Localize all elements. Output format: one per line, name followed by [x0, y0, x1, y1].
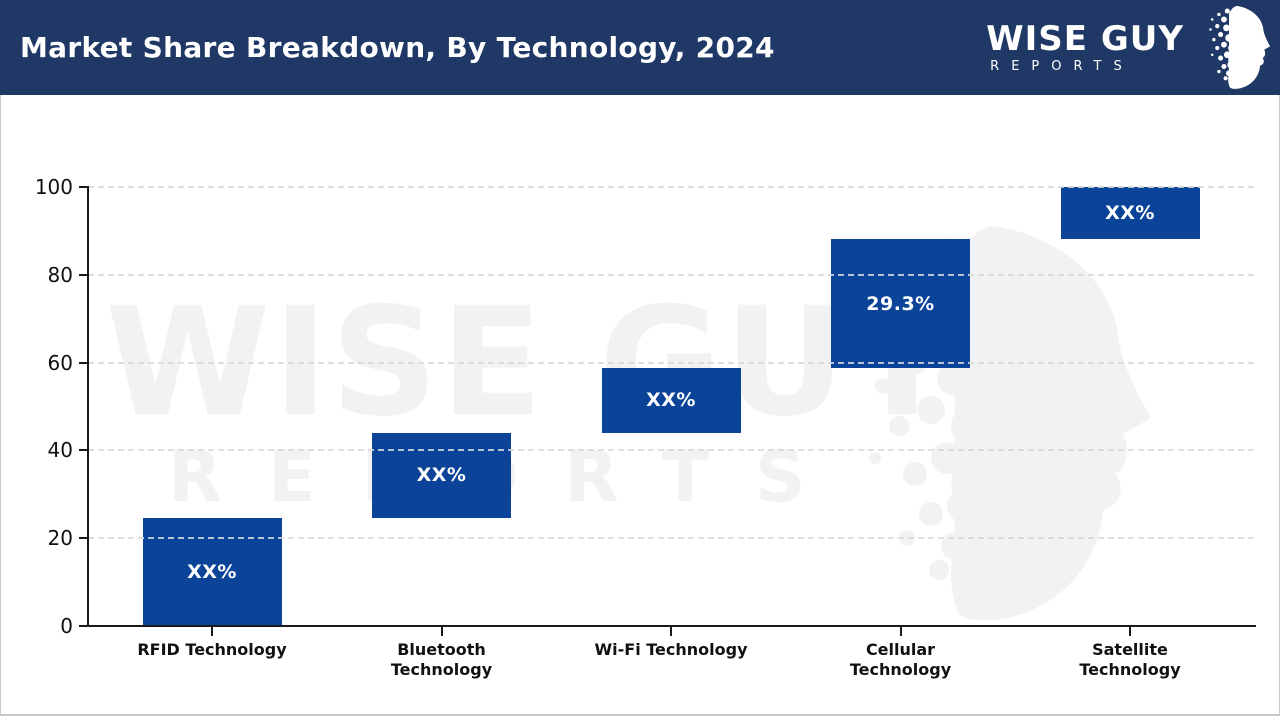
bar-value-label: 29.3% [866, 292, 935, 315]
x-tick-mark [211, 627, 213, 636]
bar-rfid-technology: XX% [142, 518, 282, 626]
x-category-label-line: Technology [390, 660, 493, 679]
y-tick-mark [79, 361, 88, 364]
x-category-label: Bluetooth Technology [322, 640, 562, 680]
x-category-label-line: Technology [1079, 660, 1181, 679]
y-tick-label: 40 [47, 438, 73, 463]
gridline-80 [88, 273, 1254, 276]
bar-value-label: XX% [416, 464, 467, 487]
y-tick-label: 60 [47, 350, 73, 375]
gridline-40 [88, 449, 1254, 452]
x-category-label: Satellite Technology [1010, 640, 1250, 680]
x-category-label-line: Technology [849, 660, 952, 679]
x-category-label: RFID Technology [92, 640, 332, 660]
gridline-60 [88, 361, 1254, 364]
x-tick-mark [670, 627, 672, 636]
chart-title: Market Share Breakdown, By Technology, 2… [20, 31, 775, 64]
y-tick-mark [79, 186, 88, 188]
y-tick-mark [79, 273, 88, 276]
x-category-label-line: Bluetooth [397, 640, 486, 659]
x-category-label-line: RFID Technology [137, 640, 287, 659]
bar-value-label: XX% [187, 560, 237, 583]
bar-wi-fi-technology: XX% [601, 367, 741, 433]
x-tick-mark [440, 627, 443, 636]
logo-subtext: REPORTS [990, 59, 1134, 74]
x-category-label: Cellular Technology [781, 640, 1021, 680]
y-axis-line [87, 186, 89, 627]
wiseguy-logo: WISE GUY REPORTS [986, 5, 1280, 90]
x-category-label-line: Cellular [865, 640, 936, 659]
x-tick-mark [1129, 627, 1131, 636]
bar-satellite-technology: XX% [1060, 187, 1200, 240]
y-tick-label: 0 [60, 614, 73, 638]
bar-value-label: XX% [1105, 202, 1155, 225]
y-tick-label: 80 [47, 262, 73, 287]
logo-wordmark: WISE GUY [986, 19, 1184, 59]
y-tick-mark [79, 537, 88, 540]
bar-cellular-technology: 29.3% [831, 239, 970, 368]
bar-value-label: XX% [646, 389, 696, 412]
y-tick-mark [79, 449, 88, 452]
x-category-label-line: Wi-Fi Technology [594, 640, 748, 659]
x-axis-line [87, 625, 1256, 627]
gridline-20 [88, 537, 1254, 540]
y-tick-label: 20 [47, 526, 73, 551]
x-category-label-line: Satellite [1092, 640, 1168, 659]
gridline-100 [88, 186, 1254, 188]
logo-head-icon [1209, 5, 1271, 89]
x-category-label: Wi-Fi Technology [551, 640, 791, 660]
header-bar: Market Share Breakdown, By Technology, 2… [0, 0, 1280, 95]
x-tick-mark [899, 627, 902, 636]
logo-text: WISE GUY REPORTS [986, 22, 1184, 73]
bar-bluetooth-technology: XX% [372, 432, 511, 518]
y-tick-label: 100 [34, 175, 73, 199]
y-tick-mark [79, 625, 88, 627]
